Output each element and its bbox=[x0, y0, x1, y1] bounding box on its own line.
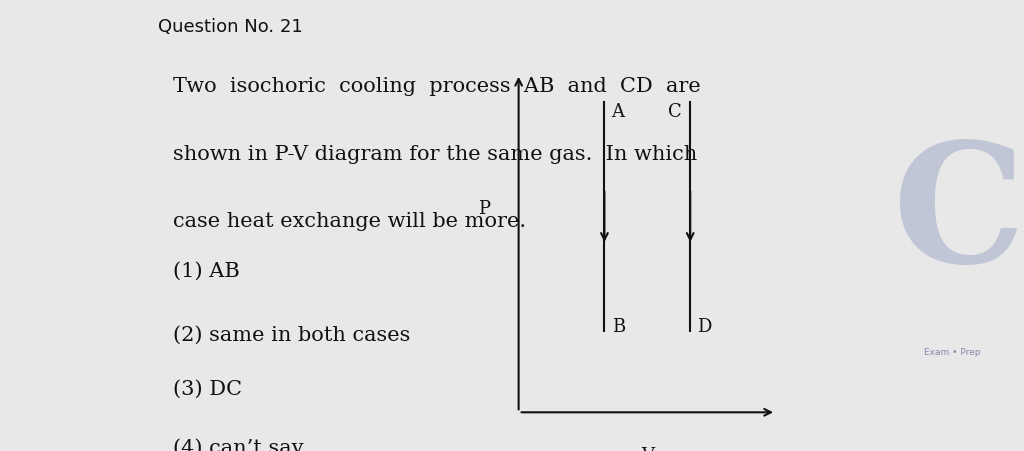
Text: B: B bbox=[611, 318, 625, 336]
Text: Two  isochoric  cooling  process  AB  and  CD  are: Two isochoric cooling process AB and CD … bbox=[173, 77, 700, 96]
Text: (2) same in both cases: (2) same in both cases bbox=[173, 325, 411, 344]
Text: (3) DC: (3) DC bbox=[173, 379, 242, 398]
Text: shown in P-V diagram for the same gas.  In which: shown in P-V diagram for the same gas. I… bbox=[173, 144, 697, 163]
Text: case heat exchange will be more.: case heat exchange will be more. bbox=[173, 212, 526, 231]
Text: Question No. 21: Question No. 21 bbox=[158, 18, 303, 36]
Text: P: P bbox=[478, 199, 490, 217]
Text: V: V bbox=[641, 446, 653, 451]
Text: C: C bbox=[893, 136, 1024, 297]
Text: C: C bbox=[668, 103, 682, 121]
Text: A: A bbox=[611, 103, 625, 121]
Text: Exam • Prep: Exam • Prep bbox=[924, 347, 981, 356]
Text: (4) can’t say: (4) can’t say bbox=[173, 437, 304, 451]
Text: D: D bbox=[697, 318, 712, 336]
Text: (1) AB: (1) AB bbox=[173, 262, 240, 281]
